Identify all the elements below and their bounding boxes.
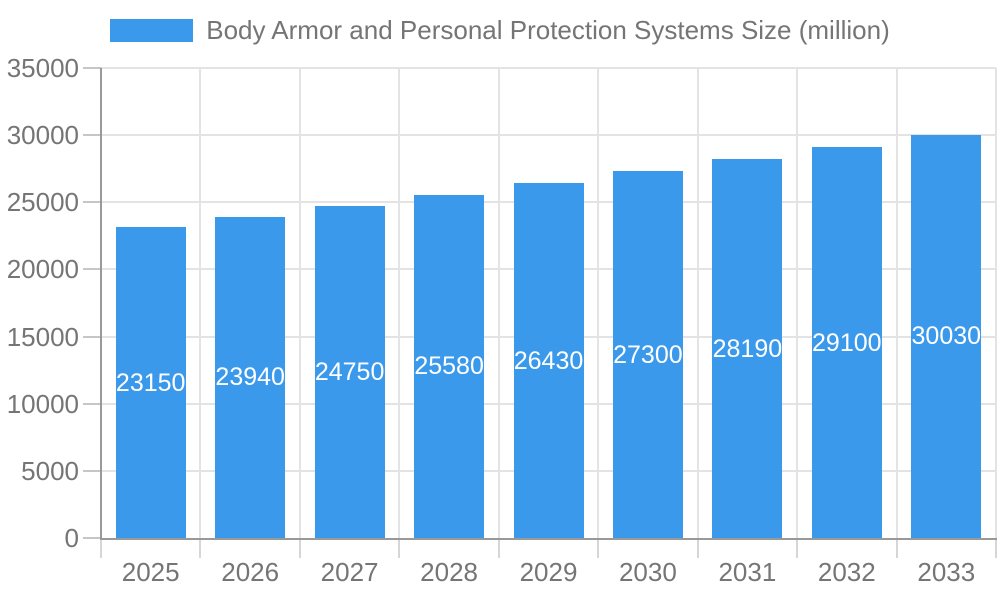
y-axis-label: 25000 bbox=[6, 187, 79, 218]
y-axis-tick bbox=[83, 268, 101, 271]
x-gridline bbox=[696, 68, 699, 538]
bar[interactable] bbox=[314, 205, 385, 538]
x-axis-tick bbox=[796, 540, 799, 558]
x-axis-tick bbox=[995, 540, 997, 558]
y-axis-label: 30000 bbox=[6, 120, 79, 151]
x-axis-tick bbox=[100, 540, 102, 558]
x-axis-label: 2027 bbox=[320, 557, 379, 587]
x-axis-label: 2033 bbox=[917, 557, 976, 587]
bar[interactable] bbox=[115, 227, 186, 538]
x-axis-label: 2025 bbox=[121, 557, 180, 587]
y-axis-tick bbox=[83, 335, 101, 338]
y-axis-tick bbox=[83, 134, 101, 137]
y-gridline bbox=[101, 67, 996, 69]
bar-value-label: 25580 bbox=[414, 352, 484, 381]
bar[interactable] bbox=[414, 194, 485, 538]
x-axis-label: 2029 bbox=[519, 557, 578, 587]
y-axis-tick bbox=[83, 537, 101, 539]
y-axis-tick bbox=[83, 67, 101, 69]
bar[interactable] bbox=[612, 171, 683, 538]
y-axis-line bbox=[100, 68, 102, 540]
y-axis-label: 15000 bbox=[6, 321, 79, 352]
y-axis-tick bbox=[83, 469, 101, 472]
x-axis-label: 2030 bbox=[618, 557, 677, 587]
x-axis-tick bbox=[696, 540, 699, 558]
legend-swatch bbox=[110, 19, 194, 42]
bar[interactable] bbox=[911, 134, 982, 538]
y-axis-tick bbox=[83, 402, 101, 405]
x-gridline bbox=[298, 68, 301, 538]
bar[interactable] bbox=[712, 159, 783, 538]
bar-value-label: 29100 bbox=[812, 328, 882, 357]
y-axis-label: 35000 bbox=[6, 53, 79, 83]
x-axis-label: 2031 bbox=[718, 557, 777, 587]
x-gridline bbox=[199, 68, 202, 538]
bar-value-label: 28190 bbox=[712, 334, 783, 363]
x-axis-tick bbox=[398, 540, 401, 558]
y-axis-label: 20000 bbox=[6, 254, 79, 285]
bar-value-label: 30030 bbox=[911, 322, 982, 351]
bar-value-label: 23940 bbox=[215, 363, 285, 392]
x-gridline bbox=[796, 68, 799, 538]
x-axis-tick bbox=[597, 540, 600, 558]
bar-value-label: 27300 bbox=[613, 340, 683, 369]
legend-label: Body Armor and Personal Protection Syste… bbox=[206, 15, 890, 45]
x-axis-tick bbox=[497, 540, 500, 558]
bar-value-label: 23150 bbox=[115, 368, 186, 397]
bar[interactable] bbox=[811, 147, 882, 538]
x-axis-tick bbox=[895, 540, 898, 558]
legend[interactable]: Body Armor and Personal Protection Syste… bbox=[0, 14, 1000, 47]
y-gridline bbox=[101, 134, 996, 137]
x-axis-label: 2026 bbox=[221, 557, 280, 587]
x-axis-line bbox=[100, 538, 997, 540]
y-axis-label: 0 bbox=[64, 523, 79, 553]
x-axis-tick bbox=[298, 540, 301, 558]
bar[interactable] bbox=[215, 216, 286, 538]
x-axis-label: 2032 bbox=[817, 557, 876, 587]
bar-value-label: 26430 bbox=[513, 346, 584, 375]
x-gridline bbox=[497, 68, 500, 538]
y-axis-label: 5000 bbox=[21, 455, 79, 486]
bar[interactable] bbox=[513, 183, 584, 538]
x-gridline bbox=[398, 68, 401, 538]
y-axis-tick bbox=[83, 201, 101, 204]
y-axis-label: 10000 bbox=[6, 388, 79, 419]
x-axis-tick bbox=[199, 540, 202, 558]
x-gridline bbox=[895, 68, 898, 538]
x-axis-label: 2028 bbox=[420, 557, 479, 587]
x-gridline bbox=[597, 68, 600, 538]
bar-value-label: 24750 bbox=[314, 357, 385, 386]
x-gridline bbox=[995, 68, 997, 538]
